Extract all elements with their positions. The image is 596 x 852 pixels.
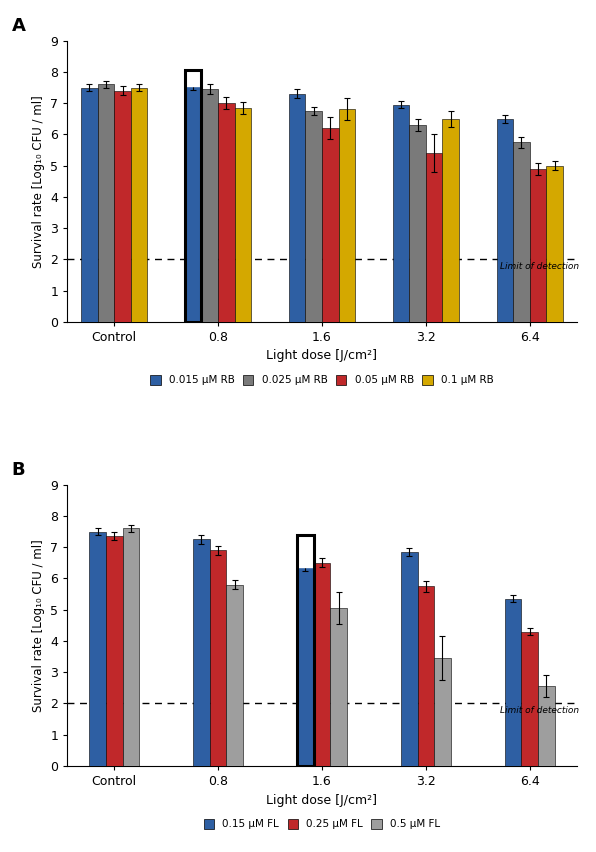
- Bar: [505, 599, 522, 766]
- Bar: [513, 142, 530, 322]
- Bar: [297, 535, 313, 766]
- Y-axis label: Survival rate [Log₁₀ CFU / ml]: Survival rate [Log₁₀ CFU / ml]: [32, 95, 45, 268]
- Text: Limit of detection: Limit of detection: [501, 706, 580, 715]
- Bar: [288, 94, 305, 322]
- Bar: [218, 103, 235, 322]
- Bar: [313, 563, 330, 766]
- Bar: [193, 539, 210, 766]
- Bar: [530, 169, 547, 322]
- Bar: [330, 608, 347, 766]
- Legend: 0.015 μM RB, 0.025 μM RB, 0.05 μM RB, 0.1 μM RB: 0.015 μM RB, 0.025 μM RB, 0.05 μM RB, 0.…: [147, 372, 497, 389]
- Bar: [98, 84, 114, 322]
- Bar: [418, 586, 434, 766]
- Bar: [305, 111, 322, 322]
- Bar: [131, 88, 147, 322]
- Bar: [538, 686, 555, 766]
- X-axis label: Light dose [J/cm²]: Light dose [J/cm²]: [266, 793, 377, 807]
- Bar: [547, 165, 563, 322]
- Text: B: B: [11, 461, 25, 479]
- Bar: [322, 128, 339, 322]
- Bar: [434, 658, 451, 766]
- Bar: [442, 118, 459, 322]
- Bar: [235, 108, 252, 322]
- Bar: [185, 86, 201, 322]
- Bar: [339, 109, 355, 322]
- X-axis label: Light dose [J/cm²]: Light dose [J/cm²]: [266, 349, 377, 362]
- Bar: [297, 567, 313, 766]
- Bar: [123, 528, 139, 766]
- Bar: [226, 584, 243, 766]
- Bar: [496, 118, 513, 322]
- Bar: [114, 90, 131, 322]
- Bar: [522, 631, 538, 766]
- Bar: [185, 71, 201, 322]
- Y-axis label: Survival rate [Log₁₀ CFU / ml]: Survival rate [Log₁₀ CFU / ml]: [32, 539, 45, 711]
- Bar: [210, 550, 226, 766]
- Text: A: A: [11, 17, 26, 35]
- Bar: [409, 125, 426, 322]
- Bar: [81, 88, 98, 322]
- Bar: [89, 532, 106, 766]
- Bar: [201, 89, 218, 322]
- Bar: [106, 536, 123, 766]
- Bar: [393, 105, 409, 322]
- Bar: [426, 153, 442, 322]
- Legend: 0.15 μM FL, 0.25 μM FL, 0.5 μM FL: 0.15 μM FL, 0.25 μM FL, 0.5 μM FL: [201, 816, 443, 832]
- Bar: [401, 552, 418, 766]
- Text: Limit of detection: Limit of detection: [501, 262, 580, 271]
